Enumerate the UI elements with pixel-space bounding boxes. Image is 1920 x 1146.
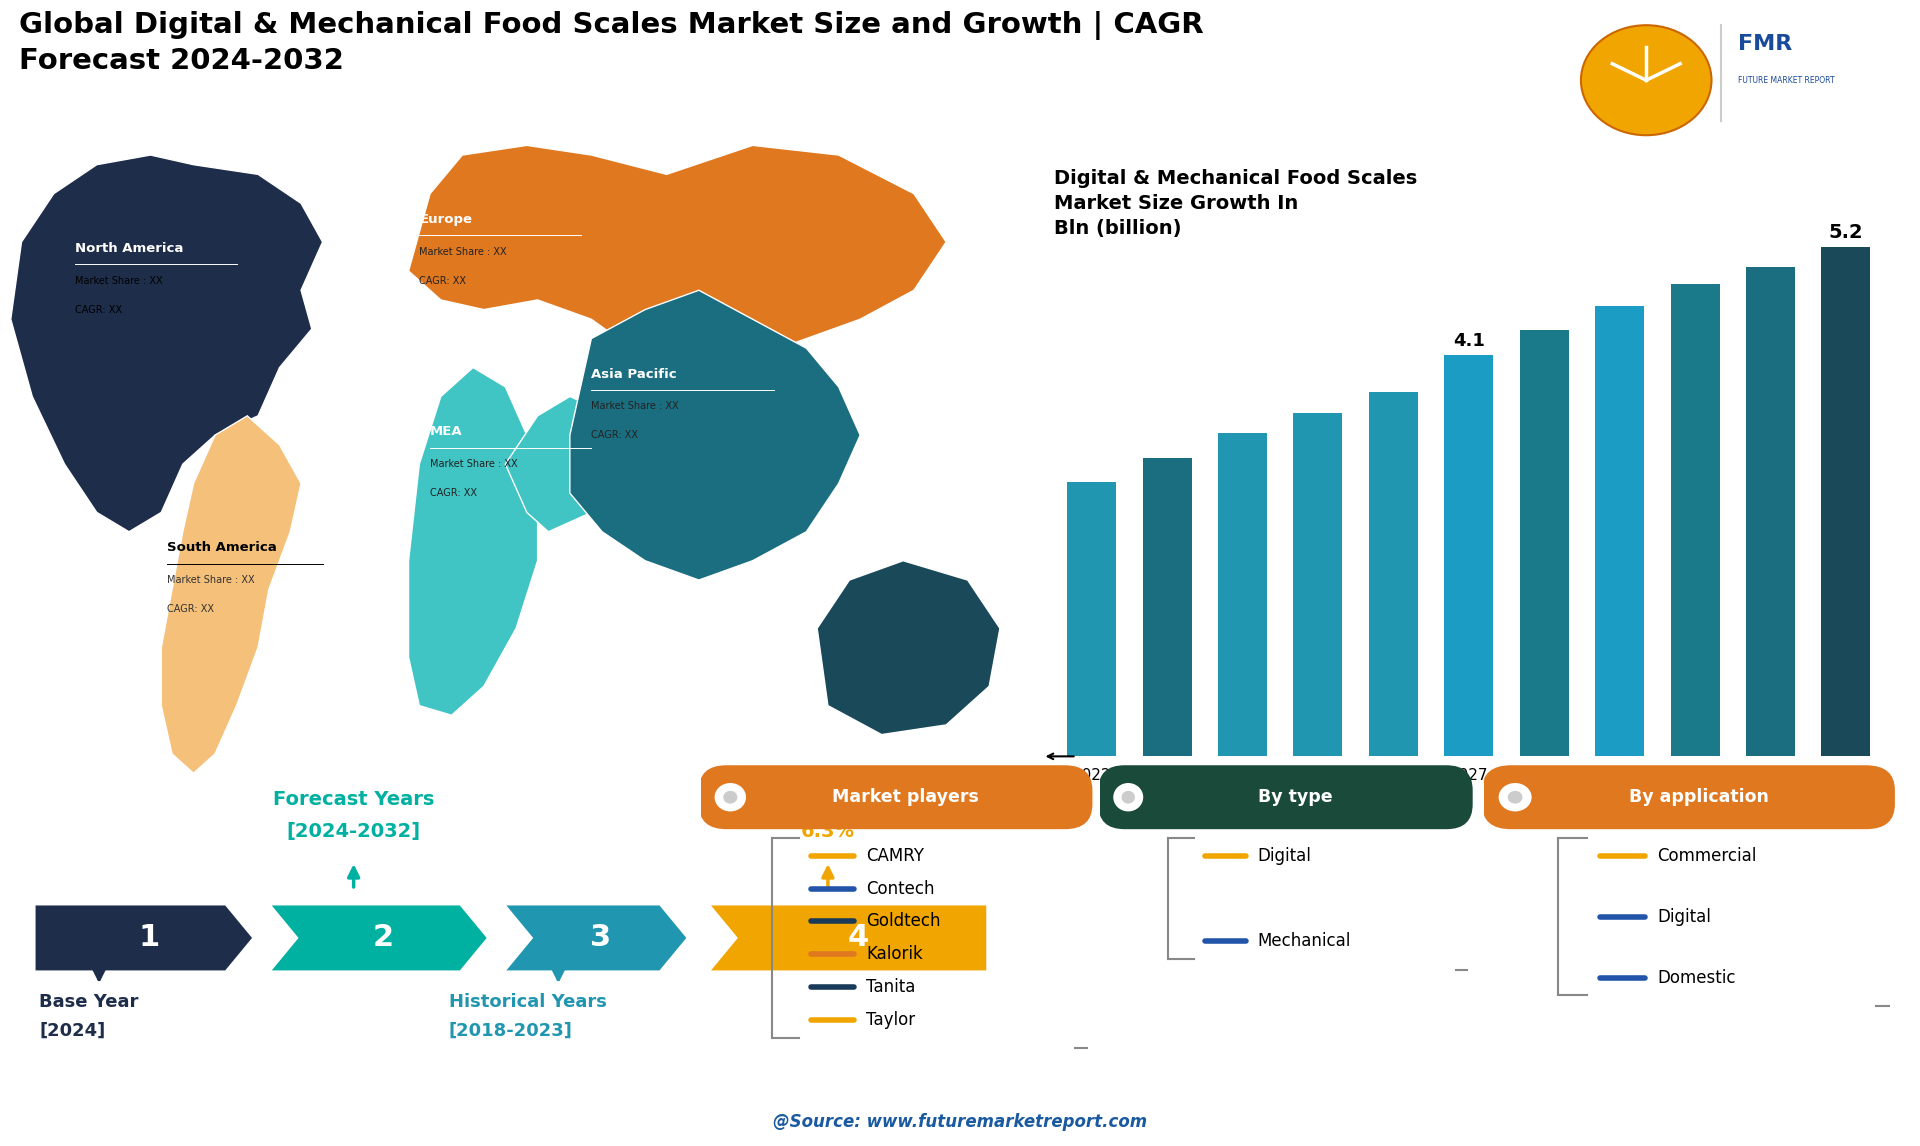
Polygon shape [503,904,687,972]
Text: 2: 2 [372,924,394,952]
Text: FMR: FMR [1738,34,1791,55]
Text: Goldtech: Goldtech [866,912,941,931]
Bar [1068,482,1116,756]
Text: Market Share : XX: Market Share : XX [167,575,253,586]
Text: Contech: Contech [866,880,935,897]
Text: Taylor: Taylor [866,1011,916,1029]
Text: Market Share : XX: Market Share : XX [430,460,518,470]
Text: Global Digital & Mechanical Food Scales Market Size and Growth | CAGR
Forecast 2: Global Digital & Mechanical Food Scales … [19,11,1204,74]
Text: 3: 3 [589,924,611,952]
Text: MEA: MEA [430,425,463,439]
Polygon shape [161,416,301,774]
Text: Europe: Europe [419,213,472,226]
Text: Asia Pacific: Asia Pacific [591,368,678,380]
FancyBboxPatch shape [1482,766,1895,830]
Text: Market Share : XX: Market Share : XX [419,246,507,257]
Text: @Source: www.futuremarketreport.com: @Source: www.futuremarketreport.com [774,1113,1146,1131]
Bar [1822,246,1870,756]
Text: CAGR: XX: CAGR: XX [591,431,637,440]
Bar [1444,355,1494,756]
Text: CAGR: XX: CAGR: XX [419,276,467,285]
Text: CAGR: CAGR [797,790,858,809]
Circle shape [1121,791,1135,803]
Text: Market Share : XX: Market Share : XX [75,276,163,285]
Text: Market Share : XX: Market Share : XX [591,401,680,411]
Text: Market players: Market players [831,788,979,807]
Text: Forecast Years: Forecast Years [273,790,434,809]
Text: By type: By type [1258,788,1332,807]
Text: [2024-2032]: [2024-2032] [286,822,420,841]
Circle shape [1580,25,1711,135]
Polygon shape [708,904,987,972]
Text: Mechanical: Mechanical [1258,932,1352,950]
Text: North America: North America [75,242,184,254]
Text: 4.1: 4.1 [1453,332,1484,350]
Text: CAGR: XX: CAGR: XX [75,305,123,315]
Polygon shape [409,146,947,368]
Text: CAGR: XX: CAGR: XX [167,604,213,614]
Polygon shape [818,560,1000,735]
Circle shape [1507,791,1523,803]
Text: FUTURE MARKET REPORT: FUTURE MARKET REPORT [1738,76,1834,85]
Bar [1217,433,1267,756]
Polygon shape [269,904,488,972]
Text: Historical Years: Historical Years [449,994,607,1011]
Bar [1596,306,1644,756]
Text: CAGR: XX: CAGR: XX [430,488,476,499]
Polygon shape [12,155,323,532]
Text: Commercial: Commercial [1657,847,1757,865]
Text: 6.3%: 6.3% [801,822,854,841]
Polygon shape [35,904,253,972]
Text: Digital: Digital [1657,908,1711,926]
Circle shape [1500,783,1532,811]
Text: Kalorik: Kalorik [866,945,924,963]
Circle shape [1114,783,1142,811]
Circle shape [714,783,747,811]
Text: Base Year: Base Year [38,994,138,1011]
Text: 1: 1 [138,924,159,952]
Text: Digital & Mechanical Food Scales
Market Size Growth In
Bln (billion): Digital & Mechanical Food Scales Market … [1054,168,1417,237]
Text: Digital: Digital [1258,847,1311,865]
Polygon shape [570,290,860,580]
Bar [1745,267,1795,756]
Text: Tanita: Tanita [866,978,916,996]
Polygon shape [409,368,538,715]
Circle shape [724,791,737,803]
Bar [1369,392,1417,756]
Text: By application: By application [1628,788,1768,807]
Text: CAMRY: CAMRY [866,847,924,865]
Text: 4: 4 [847,924,868,952]
Text: 5.2: 5.2 [1828,223,1862,242]
Text: [2018-2023]: [2018-2023] [449,1022,572,1039]
Bar [1670,284,1720,756]
FancyBboxPatch shape [699,766,1092,830]
Bar [1294,414,1342,756]
FancyBboxPatch shape [1098,766,1473,830]
Text: Domestic: Domestic [1657,968,1736,987]
Text: [2024]: [2024] [38,1022,106,1039]
Text: South America: South America [167,541,276,555]
Bar [1142,457,1192,756]
Bar [1521,330,1569,756]
Polygon shape [505,397,624,532]
